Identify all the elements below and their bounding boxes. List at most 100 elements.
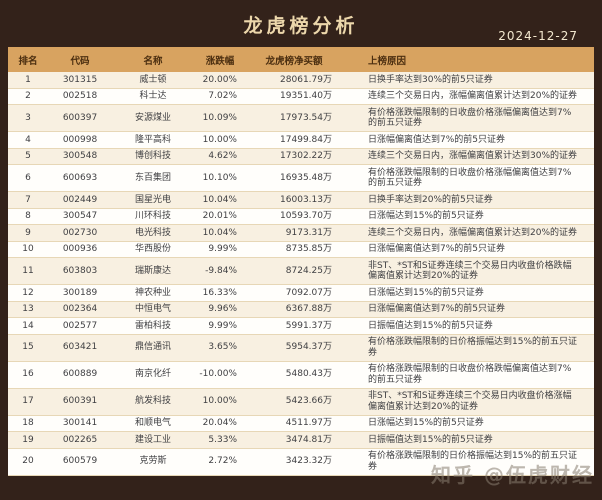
cell-code: 600397 [48, 104, 112, 132]
cell-stock-name: 科士达 [112, 88, 194, 105]
cell-stock-name: 华西股份 [112, 241, 194, 258]
cell-rank: 12 [8, 284, 48, 302]
cell-list-reason: 非ST、*ST和S证券连续三个交易日内收盘价格涨幅偏离值累计达到20%的证券 [342, 388, 594, 416]
table-row: 9 002730 电光科技 10.04% 9173.31万 连续三个交易日内，涨幅偏离值累… [8, 224, 594, 242]
cell-code: 603421 [48, 334, 112, 362]
cell-list-reason: 连续三个交易日内，涨幅偏离值累计达到20%的证券 [342, 88, 594, 105]
lhb-table: 排名 代码 名称 涨跌幅 龙虎榜净买额 上榜原因 1 301315 威士顿 20.00% 2806… [8, 47, 594, 476]
cell-change-percent: 5.33% [194, 431, 246, 449]
cell-rank: 7 [8, 191, 48, 209]
table-row: 19 002265 建设工业 5.33% 3474.81万 日振幅值达到15%的前5只证券 [8, 431, 594, 449]
cell-code: 300548 [48, 148, 112, 165]
cell-code: 002364 [48, 301, 112, 318]
table-row: 16 600889 南京化纤 -10.00% 5480.43万 有价格涨跌幅限制的日收盘价… [8, 361, 594, 389]
cell-change-percent: 9.96% [194, 301, 246, 318]
cell-list-reason: 非ST、*ST和S证券连续三个交易日内收盘价格跌幅偏离值累计达到20%的证券 [342, 257, 594, 285]
table-row: 13 002364 中恒电气 9.96% 6367.88万 日涨幅偏离值达到7%的前5只证… [8, 301, 594, 318]
table-header-row: 排名 代码 名称 涨跌幅 龙虎榜净买额 上榜原因 [8, 47, 594, 72]
cell-list-reason: 日涨幅偏离值达到7%的前5只证券 [342, 301, 594, 318]
cell-stock-name: 电光科技 [112, 224, 194, 242]
column-header-change-percent: 涨跌幅 [194, 47, 246, 72]
table-row: 11 603803 瑞斯康达 -9.84% 8724.25万 非ST、*ST和S证券连续三… [8, 257, 594, 285]
cell-rank: 14 [8, 317, 48, 335]
cell-change-percent: -10.00% [194, 361, 246, 389]
cell-net-buy-amount: 17499.84万 [246, 131, 342, 149]
cell-stock-name: 中恒电气 [112, 301, 194, 318]
cell-list-reason: 日振幅值达到15%的前5只证券 [342, 431, 594, 449]
cell-net-buy-amount: 5423.66万 [246, 388, 342, 416]
cell-rank: 16 [8, 361, 48, 389]
column-header-rank: 排名 [8, 47, 48, 72]
cell-net-buy-amount: 16935.48万 [246, 164, 342, 192]
cell-rank: 17 [8, 388, 48, 416]
column-header-code: 代码 [48, 47, 112, 72]
cell-net-buy-amount: 10593.70万 [246, 208, 342, 225]
table-row: 5 300548 博创科技 4.62% 17302.22万 连续三个交易日内，涨幅偏离值累… [8, 148, 594, 165]
cell-code: 002518 [48, 88, 112, 105]
cell-net-buy-amount: 6367.88万 [246, 301, 342, 318]
cell-rank: 13 [8, 301, 48, 318]
cell-rank: 5 [8, 148, 48, 165]
cell-rank: 6 [8, 164, 48, 192]
cell-net-buy-amount: 3423.32万 [246, 448, 342, 476]
cell-list-reason: 日涨幅偏离值达到7%的前5只证券 [342, 241, 594, 258]
cell-change-percent: 9.99% [194, 317, 246, 335]
cell-rank: 18 [8, 415, 48, 432]
table-row: 1 301315 威士顿 20.00% 28061.79万 日换手率达到30%的前5只证券 [8, 72, 594, 89]
cell-list-reason: 连续三个交易日内，涨幅偏离值累计达到20%的证券 [342, 224, 594, 242]
cell-code: 000998 [48, 131, 112, 149]
cell-rank: 11 [8, 257, 48, 285]
cell-stock-name: 瑞斯康达 [112, 257, 194, 285]
cell-stock-name: 神农种业 [112, 284, 194, 302]
cell-list-reason: 有价格涨跌幅限制的日收盘价格跌幅偏离值达到7%的前五只证券 [342, 361, 594, 389]
cell-stock-name: 建设工业 [112, 431, 194, 449]
table-row: 8 300547 川环科技 20.01% 10593.70万 日涨幅达到15%的前5只证券 [8, 208, 594, 225]
cell-change-percent: 10.09% [194, 104, 246, 132]
cell-code: 300189 [48, 284, 112, 302]
table-row: 2 002518 科士达 7.02% 19351.40万 连续三个交易日内，涨幅偏离值累计… [8, 88, 594, 105]
cell-net-buy-amount: 19351.40万 [246, 88, 342, 105]
cell-net-buy-amount: 3474.81万 [246, 431, 342, 449]
cell-net-buy-amount: 16003.13万 [246, 191, 342, 209]
cell-rank: 15 [8, 334, 48, 362]
cell-code: 600579 [48, 448, 112, 476]
table-row: 14 002577 雷柏科技 9.99% 5991.37万 日振幅值达到15%的前5只证券 [8, 317, 594, 335]
cell-change-percent: 10.00% [194, 131, 246, 149]
table-row: 3 600397 安源煤业 10.09% 17973.54万 有价格涨跌幅限制的日收盘价格… [8, 104, 594, 132]
cell-list-reason: 日涨幅达到15%的前5只证券 [342, 284, 594, 302]
cell-change-percent: 7.02% [194, 88, 246, 105]
cell-rank: 3 [8, 104, 48, 132]
cell-list-reason: 日换手率达到20%的前5只证券 [342, 191, 594, 209]
cell-code: 603803 [48, 257, 112, 285]
column-header-list-reason: 上榜原因 [342, 47, 594, 72]
cell-list-reason: 日换手率达到30%的前5只证券 [342, 72, 594, 89]
cell-code: 600889 [48, 361, 112, 389]
cell-net-buy-amount: 4511.97万 [246, 415, 342, 432]
page-title: 龙虎榜分析 [243, 15, 359, 37]
cell-code: 002265 [48, 431, 112, 449]
cell-net-buy-amount: 9173.31万 [246, 224, 342, 242]
cell-rank: 4 [8, 131, 48, 149]
cell-rank: 10 [8, 241, 48, 258]
cell-rank: 20 [8, 448, 48, 476]
cell-stock-name: 东百集团 [112, 164, 194, 192]
cell-net-buy-amount: 28061.79万 [246, 72, 342, 89]
cell-change-percent: 10.04% [194, 224, 246, 242]
cell-net-buy-amount: 8724.25万 [246, 257, 342, 285]
cell-stock-name: 克劳斯 [112, 448, 194, 476]
cell-list-reason: 有价格涨跌幅限制的日收盘价格涨幅偏离值达到7%的前五只证券 [342, 164, 594, 192]
table-row: 6 600693 东百集团 10.10% 16935.48万 有价格涨跌幅限制的日收盘价格… [8, 164, 594, 192]
cell-stock-name: 威士顿 [112, 72, 194, 89]
cell-net-buy-amount: 5991.37万 [246, 317, 342, 335]
table-container: 排名 代码 名称 涨跌幅 龙虎榜净买额 上榜原因 1 301315 威士顿 20.00% 2806… [8, 47, 594, 497]
cell-stock-name: 鼎信通讯 [112, 334, 194, 362]
report-header: 龙虎榜分析 2024-12-27 [0, 0, 602, 43]
cell-change-percent: 4.62% [194, 148, 246, 165]
cell-code: 300547 [48, 208, 112, 225]
cell-stock-name: 和顺电气 [112, 415, 194, 432]
cell-net-buy-amount: 17302.22万 [246, 148, 342, 165]
cell-stock-name: 安源煤业 [112, 104, 194, 132]
cell-code: 600693 [48, 164, 112, 192]
cell-code: 002730 [48, 224, 112, 242]
cell-code: 002449 [48, 191, 112, 209]
